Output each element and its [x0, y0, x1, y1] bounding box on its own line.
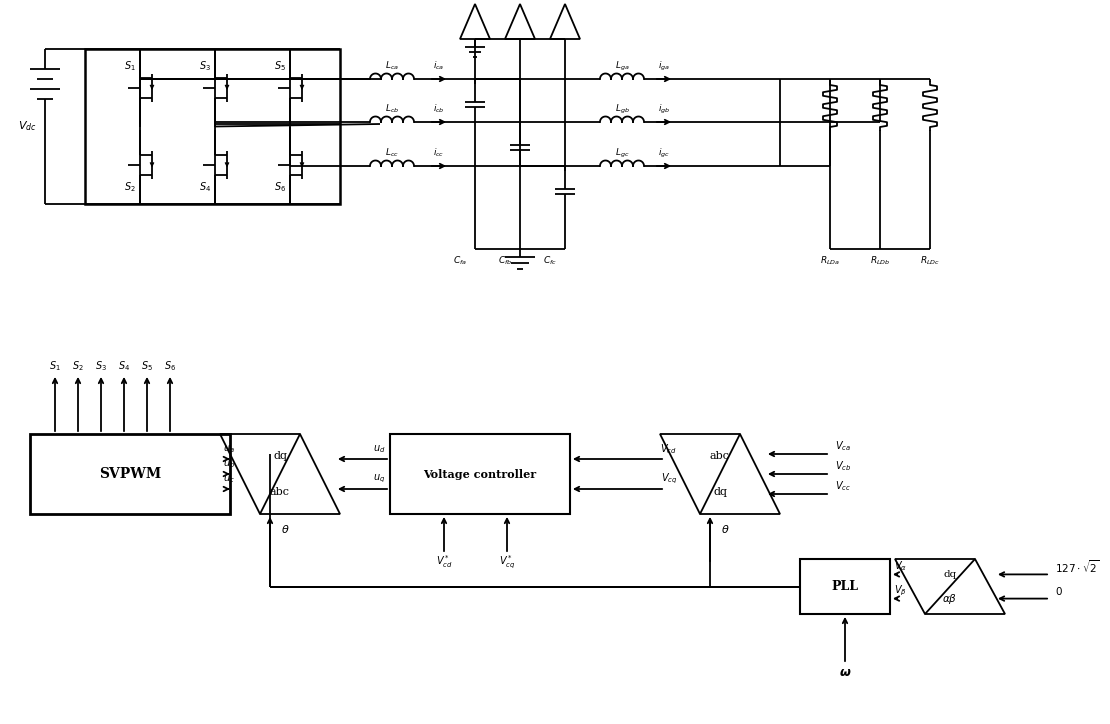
- Text: $i_{gb}$: $i_{gb}$: [658, 103, 670, 116]
- Text: $L_{ca}$: $L_{ca}$: [385, 60, 398, 72]
- Text: $i_{ca}$: $i_{ca}$: [433, 60, 445, 72]
- Text: $S_3$: $S_3$: [199, 59, 211, 72]
- Text: $R_{LDc}$: $R_{LDc}$: [920, 255, 940, 267]
- Text: $S_5$: $S_5$: [141, 359, 153, 373]
- Text: $L_{cc}$: $L_{cc}$: [385, 147, 398, 159]
- Text: $R_{LDb}$: $R_{LDb}$: [870, 255, 890, 267]
- Text: $V_{cd}$: $V_{cd}$: [660, 442, 677, 456]
- Text: $S_5$: $S_5$: [274, 59, 286, 72]
- Text: $u_a$: $u_a$: [223, 443, 235, 455]
- Text: SVPWM: SVPWM: [99, 467, 161, 481]
- Text: $S_2$: $S_2$: [124, 180, 135, 194]
- Text: $i_{ga}$: $i_{ga}$: [658, 59, 670, 72]
- Text: $V_{cc}$: $V_{cc}$: [835, 479, 851, 493]
- Text: abc: abc: [710, 451, 730, 461]
- Bar: [30, 434, 230, 514]
- Text: dq: dq: [944, 570, 957, 579]
- Text: $u_c$: $u_c$: [223, 473, 235, 485]
- Text: $V_\beta$: $V_\beta$: [895, 584, 907, 598]
- Text: $S_2$: $S_2$: [72, 359, 84, 373]
- Text: $S_4$: $S_4$: [118, 359, 130, 373]
- Text: $i_{gc}$: $i_{gc}$: [658, 146, 670, 159]
- Text: $V_{dc}$: $V_{dc}$: [18, 119, 37, 133]
- Text: $V_{cb}$: $V_{cb}$: [835, 459, 851, 473]
- Text: $u_q$: $u_q$: [373, 473, 385, 485]
- Text: $\boldsymbol{\omega}$: $\boldsymbol{\omega}$: [839, 665, 851, 678]
- Text: $L_{ga}$: $L_{ga}$: [615, 59, 629, 72]
- Text: $S_4$: $S_4$: [199, 180, 211, 194]
- Text: $\theta$: $\theta$: [720, 523, 729, 535]
- Text: $i_{cc}$: $i_{cc}$: [433, 147, 445, 159]
- Bar: [390, 434, 571, 514]
- Text: $\theta$: $\theta$: [281, 523, 290, 535]
- Text: dq: dq: [273, 451, 287, 461]
- Text: $L_{gb}$: $L_{gb}$: [615, 103, 629, 116]
- Text: $S_6$: $S_6$: [274, 180, 286, 194]
- Text: $u_d$: $u_d$: [373, 443, 385, 455]
- Text: $0$: $0$: [1054, 584, 1063, 597]
- Text: $S_1$: $S_1$: [124, 59, 135, 72]
- Text: abc: abc: [270, 487, 290, 497]
- Text: Voltage controller: Voltage controller: [423, 468, 536, 479]
- Text: $V_{cq}$: $V_{cq}$: [660, 472, 677, 487]
- Text: $R_{LDa}$: $R_{LDa}$: [820, 255, 840, 267]
- Text: $C_{fc}$: $C_{fc}$: [543, 255, 557, 267]
- Text: $V_{cd}^*$: $V_{cd}^*$: [435, 554, 453, 571]
- Text: $127 \cdot \sqrt{2}$: $127 \cdot \sqrt{2}$: [1054, 558, 1100, 575]
- Text: $C_{fb}$: $C_{fb}$: [498, 255, 512, 267]
- Text: $S_1$: $S_1$: [49, 359, 61, 373]
- Text: $V_\alpha$: $V_\alpha$: [894, 560, 907, 573]
- Bar: [85, 49, 340, 204]
- Text: $u_b$: $u_b$: [223, 458, 235, 470]
- Text: $L_{cb}$: $L_{cb}$: [385, 103, 400, 115]
- Text: $S_6$: $S_6$: [164, 359, 176, 373]
- Text: PLL: PLL: [831, 580, 858, 593]
- Text: $L_{gc}$: $L_{gc}$: [615, 146, 629, 159]
- Bar: [800, 559, 890, 614]
- Text: dq: dq: [713, 487, 727, 497]
- Text: $V_{cq}^*$: $V_{cq}^*$: [498, 553, 515, 571]
- Text: $V_{ca}$: $V_{ca}$: [835, 439, 851, 453]
- Text: $S_3$: $S_3$: [95, 359, 107, 373]
- Text: $C_{fa}$: $C_{fa}$: [453, 255, 467, 267]
- Text: $i_{cb}$: $i_{cb}$: [433, 103, 445, 115]
- Text: $\alpha\beta$: $\alpha\beta$: [942, 592, 958, 605]
